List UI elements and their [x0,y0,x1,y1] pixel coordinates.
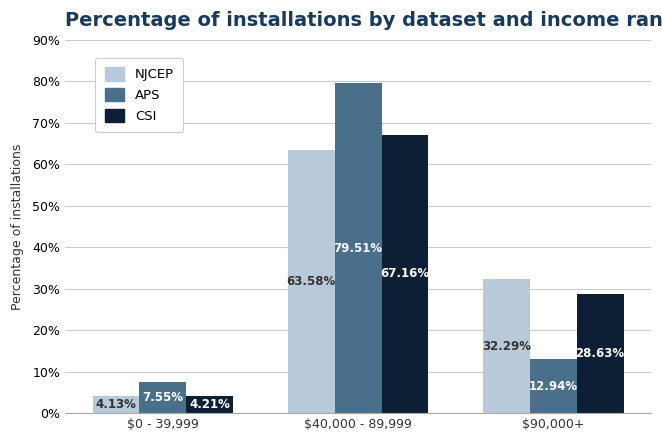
Bar [483,279,530,413]
Text: Percentage of installations by dataset and income range: Percentage of installations by dataset a… [66,11,662,30]
Bar [530,359,577,413]
Text: 79.51%: 79.51% [334,242,383,255]
Text: 12.94%: 12.94% [529,380,578,392]
Bar [93,396,140,413]
Text: 4.21%: 4.21% [189,398,230,411]
Bar [381,135,428,413]
Text: 4.13%: 4.13% [95,398,136,411]
Bar [186,396,233,413]
Bar [140,382,186,413]
Bar [335,84,381,413]
Text: 63.58%: 63.58% [287,275,336,288]
Legend: NJCEP, APS, CSI: NJCEP, APS, CSI [95,58,183,132]
Text: 28.63%: 28.63% [575,347,625,360]
Text: 7.55%: 7.55% [142,391,183,404]
Bar [577,294,624,413]
Text: 67.16%: 67.16% [381,267,430,280]
Bar [288,149,335,413]
Y-axis label: Percentage of installations: Percentage of installations [11,143,24,310]
Text: 32.29%: 32.29% [482,339,531,353]
